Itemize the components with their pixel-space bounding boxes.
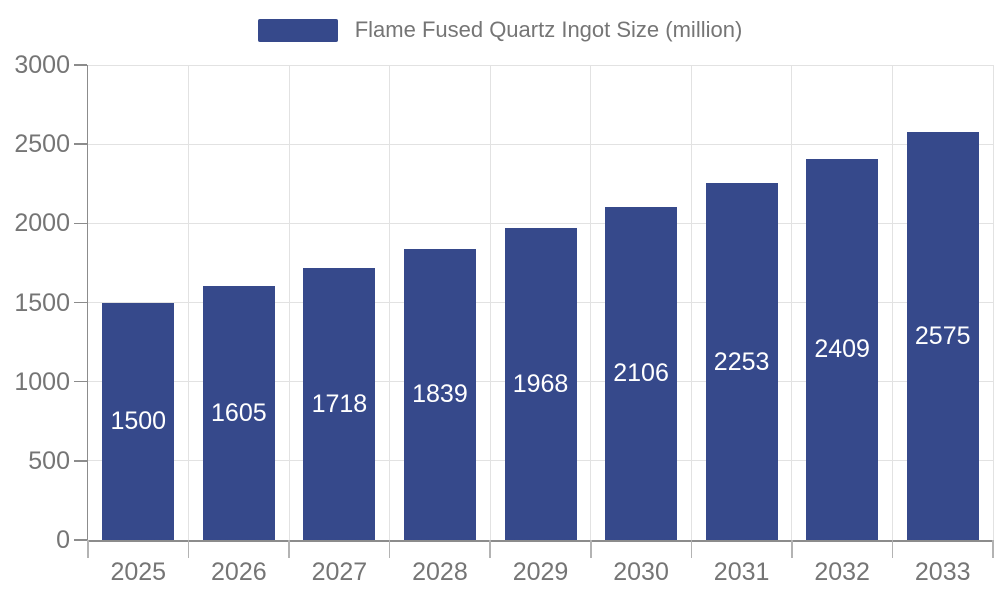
bar[interactable] bbox=[403, 248, 476, 540]
bar-value-label: 2253 bbox=[713, 347, 770, 376]
y-tick-label: 0 bbox=[56, 526, 70, 554]
y-axis-tick bbox=[74, 143, 87, 145]
x-axis-tick bbox=[791, 540, 793, 558]
gridline-vertical bbox=[891, 65, 893, 540]
x-tick-label: 2028 bbox=[412, 558, 468, 586]
gridline-vertical bbox=[288, 65, 290, 540]
y-tick-label: 1500 bbox=[14, 288, 70, 317]
x-tick-label: 2029 bbox=[512, 558, 569, 586]
bar-value-label: 1605 bbox=[211, 398, 267, 427]
y-axis-line bbox=[86, 65, 88, 540]
x-axis-tick bbox=[590, 540, 592, 558]
gridline-vertical bbox=[489, 65, 491, 540]
y-axis-tick bbox=[74, 301, 87, 304]
bar[interactable] bbox=[102, 302, 175, 540]
chart-legend[interactable]: Flame Fused Quartz Ingot Size (million) bbox=[0, 17, 1000, 43]
y-tick-label: 2000 bbox=[14, 209, 70, 238]
y-axis-tick bbox=[74, 64, 87, 66]
gridline-vertical bbox=[992, 65, 994, 540]
legend-swatch bbox=[257, 18, 338, 42]
bar-value-label: 1718 bbox=[311, 390, 368, 418]
x-axis-tick bbox=[288, 540, 290, 558]
y-tick-label: 3000 bbox=[14, 51, 70, 79]
x-axis-tick bbox=[489, 540, 491, 558]
bar[interactable] bbox=[906, 132, 979, 540]
y-tick-label: 500 bbox=[28, 446, 70, 475]
bar[interactable] bbox=[303, 267, 376, 540]
bar-value-label: 1839 bbox=[412, 380, 468, 409]
gridline-vertical bbox=[690, 65, 692, 540]
x-tick-label: 2032 bbox=[814, 558, 870, 586]
bar[interactable] bbox=[202, 285, 275, 540]
gridline-horizontal bbox=[88, 222, 993, 224]
gridline-vertical bbox=[590, 65, 592, 540]
bar[interactable] bbox=[806, 158, 879, 540]
bar[interactable] bbox=[504, 228, 577, 540]
gridline-vertical bbox=[791, 65, 793, 540]
x-axis-tick bbox=[388, 540, 391, 558]
plot-area: 0 500 1000 1500 2000 2500 3000 2025 2026 2027 2028… bbox=[14, 51, 994, 586]
gridline-vertical bbox=[188, 65, 190, 540]
bar-value-label: 2106 bbox=[613, 359, 669, 388]
bar-value-label: 1968 bbox=[512, 370, 569, 399]
legend-label: Flame Fused Quartz Ingot Size (million) bbox=[354, 17, 743, 42]
y-axis-tick bbox=[74, 380, 87, 383]
bar[interactable] bbox=[705, 183, 778, 540]
x-axis-tick bbox=[992, 540, 994, 558]
bar-value-label: 1500 bbox=[110, 407, 167, 436]
x-axis-tick bbox=[187, 540, 190, 558]
bar-value-label: 2575 bbox=[914, 322, 971, 351]
x-tick-label: 2027 bbox=[311, 558, 368, 586]
x-axis-tick bbox=[690, 540, 693, 558]
x-tick-label: 2031 bbox=[713, 558, 770, 586]
x-tick-label: 2033 bbox=[914, 558, 971, 586]
y-axis-tick bbox=[74, 539, 87, 541]
y-axis-tick bbox=[74, 460, 87, 462]
x-tick-label: 2026 bbox=[211, 558, 267, 586]
x-axis-tick bbox=[87, 540, 89, 558]
bar[interactable] bbox=[605, 206, 678, 540]
x-tick-label: 2030 bbox=[613, 558, 669, 586]
gridline-vertical bbox=[389, 65, 391, 540]
x-axis-line bbox=[86, 540, 993, 542]
gridline-horizontal bbox=[88, 143, 993, 145]
x-tick-label: 2025 bbox=[110, 558, 167, 586]
x-axis-tick bbox=[891, 540, 894, 558]
y-tick-label: 1000 bbox=[14, 367, 70, 396]
y-tick-label: 2500 bbox=[14, 130, 70, 159]
y-axis-tick bbox=[74, 222, 87, 225]
gridline-horizontal bbox=[88, 64, 993, 66]
bar-value-label: 2409 bbox=[814, 335, 870, 364]
